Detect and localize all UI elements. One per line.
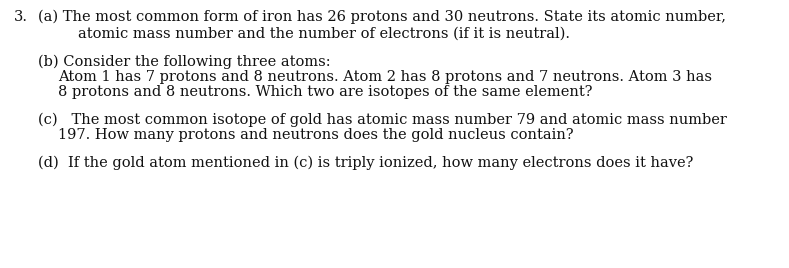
Text: Atom 1 has 7 protons and 8 neutrons. Atom 2 has 8 protons and 7 neutrons. Atom 3: Atom 1 has 7 protons and 8 neutrons. Ato… [58, 70, 712, 84]
Text: (b) Consider the following three atoms:: (b) Consider the following three atoms: [38, 55, 331, 69]
Text: 197. How many protons and neutrons does the gold nucleus contain?: 197. How many protons and neutrons does … [58, 128, 574, 142]
Text: 3.: 3. [14, 10, 28, 24]
Text: (d)  If the gold atom mentioned in (c) is triply ionized, how many electrons doe: (d) If the gold atom mentioned in (c) is… [38, 156, 694, 170]
Text: 8 protons and 8 neutrons. Which two are isotopes of the same element?: 8 protons and 8 neutrons. Which two are … [58, 85, 593, 99]
Text: atomic mass number and the number of electrons (if it is neutral).: atomic mass number and the number of ele… [78, 27, 570, 41]
Text: (c)   The most common isotope of gold has atomic mass number 79 and atomic mass : (c) The most common isotope of gold has … [38, 113, 727, 127]
Text: (a) The most common form of iron has 26 protons and 30 neutrons. State its atomi: (a) The most common form of iron has 26 … [38, 10, 726, 24]
